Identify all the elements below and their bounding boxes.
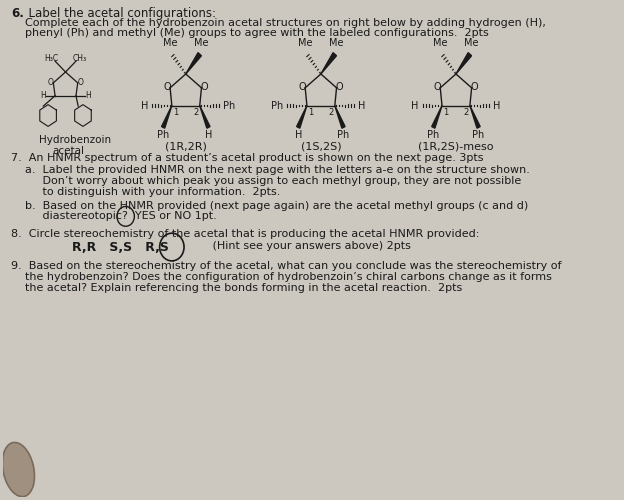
Text: H: H <box>205 130 212 140</box>
Text: a.  Label the provided HNMR on the next page with the letters a-e on the structu: a. Label the provided HNMR on the next p… <box>11 165 530 175</box>
Text: O: O <box>77 78 83 88</box>
Text: H: H <box>494 100 501 110</box>
Text: (1R,2R): (1R,2R) <box>165 141 207 151</box>
Text: CH₃: CH₃ <box>72 54 87 62</box>
Text: H: H <box>40 91 46 100</box>
Text: H: H <box>141 100 149 110</box>
Text: O: O <box>200 82 208 92</box>
Text: O: O <box>335 82 343 92</box>
Text: acetal: acetal <box>52 146 84 156</box>
Text: (Hint see your answers above) 2pts: (Hint see your answers above) 2pts <box>195 241 411 251</box>
Text: (1S,2S): (1S,2S) <box>301 141 341 151</box>
Text: 1: 1 <box>308 108 313 117</box>
Text: Me: Me <box>194 38 208 48</box>
Text: 1: 1 <box>443 108 448 117</box>
Text: Ph: Ph <box>157 130 169 140</box>
Text: Complete each of the hydrobenzoin acetal structures on right below by adding hyd: Complete each of the hydrobenzoin acetal… <box>11 18 547 28</box>
Polygon shape <box>200 106 210 128</box>
Polygon shape <box>335 106 345 128</box>
Text: to distinguish with your information.  2pts.: to distinguish with your information. 2p… <box>11 186 281 196</box>
Text: H: H <box>295 130 302 140</box>
Text: O: O <box>299 82 306 92</box>
Text: Label the acetal configurations:: Label the acetal configurations: <box>21 6 216 20</box>
Text: 1: 1 <box>173 108 178 117</box>
Text: diastereotopic?  YES or NO 1pt.: diastereotopic? YES or NO 1pt. <box>11 212 217 222</box>
Polygon shape <box>162 106 172 128</box>
Text: O: O <box>470 82 478 92</box>
Text: R,R   S,S   R,S: R,R S,S R,S <box>72 241 169 254</box>
Text: 2: 2 <box>329 108 334 117</box>
Polygon shape <box>470 106 480 128</box>
Text: Me: Me <box>433 38 447 48</box>
Text: Don’t worry about which peak you assign to each methyl group, they are not possi: Don’t worry about which peak you assign … <box>11 176 522 186</box>
Text: 7.  An HNMR spectrum of a student’s acetal product is shown on the next page. 3p: 7. An HNMR spectrum of a student’s aceta… <box>11 153 484 163</box>
Text: H: H <box>358 100 366 110</box>
Text: O: O <box>163 82 172 92</box>
Text: H: H <box>85 91 91 100</box>
Text: Me: Me <box>329 38 344 48</box>
Polygon shape <box>186 52 202 74</box>
Text: H₃C: H₃C <box>44 54 59 62</box>
Text: Ph: Ph <box>427 130 439 140</box>
Text: Me: Me <box>163 38 177 48</box>
Text: Ph: Ph <box>271 100 283 110</box>
Text: 2: 2 <box>464 108 469 117</box>
Text: 8.  Circle stereochemistry of the acetal that is producing the acetal HNMR provi: 8. Circle stereochemistry of the acetal … <box>11 229 480 239</box>
Polygon shape <box>296 106 307 128</box>
Text: 6.: 6. <box>11 6 24 20</box>
Text: Ph: Ph <box>338 130 349 140</box>
Text: the hydrobenzoin? Does the configuration of hydrobenzoin’s chiral carbons change: the hydrobenzoin? Does the configuration… <box>11 272 552 282</box>
Text: O: O <box>48 78 54 88</box>
Text: b.  Based on the HNMR provided (next page again) are the acetal methyl groups (c: b. Based on the HNMR provided (next page… <box>11 200 529 210</box>
Text: Me: Me <box>298 38 313 48</box>
Text: Ph: Ph <box>472 130 485 140</box>
Text: 9.  Based on the stereochemistry of the acetal, what can you conclude was the st: 9. Based on the stereochemistry of the a… <box>11 261 562 271</box>
Text: 2: 2 <box>193 108 199 117</box>
Text: H: H <box>411 100 419 110</box>
Ellipse shape <box>2 442 34 496</box>
Text: O: O <box>434 82 441 92</box>
Text: phenyl (Ph) and methyl (Me) groups to agree with the labeled configurations.  2p: phenyl (Ph) and methyl (Me) groups to ag… <box>11 28 489 38</box>
Polygon shape <box>432 106 442 128</box>
Text: Ph: Ph <box>223 100 235 110</box>
Text: (1R,2S)-meso: (1R,2S)-meso <box>418 141 494 151</box>
Polygon shape <box>456 52 472 74</box>
Text: Me: Me <box>464 38 479 48</box>
Text: Hydrobenzoin: Hydrobenzoin <box>39 136 112 145</box>
Text: the acetal? Explain referencing the bonds forming in the acetal reaction.  2pts: the acetal? Explain referencing the bond… <box>11 282 463 292</box>
Polygon shape <box>321 52 336 74</box>
